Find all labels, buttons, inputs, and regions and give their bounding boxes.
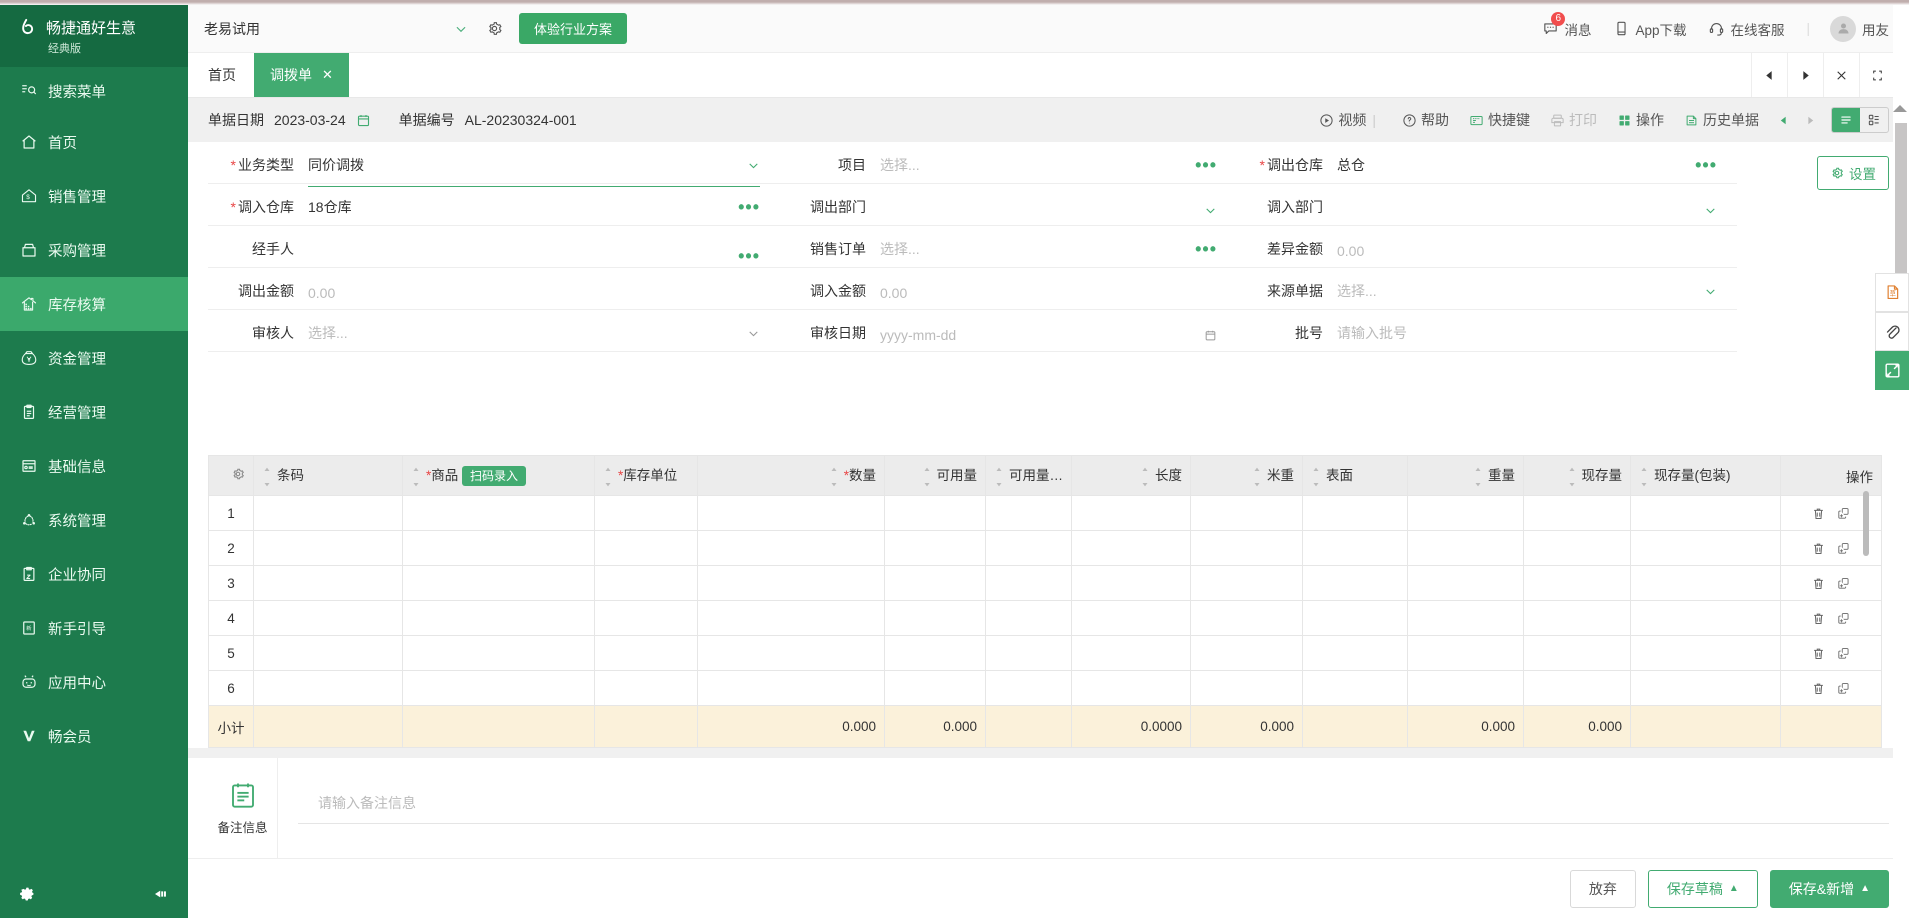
svg-text:新: 新 (26, 624, 32, 632)
svg-text:$: $ (26, 194, 30, 201)
svg-text:草: 草 (1889, 288, 1895, 297)
